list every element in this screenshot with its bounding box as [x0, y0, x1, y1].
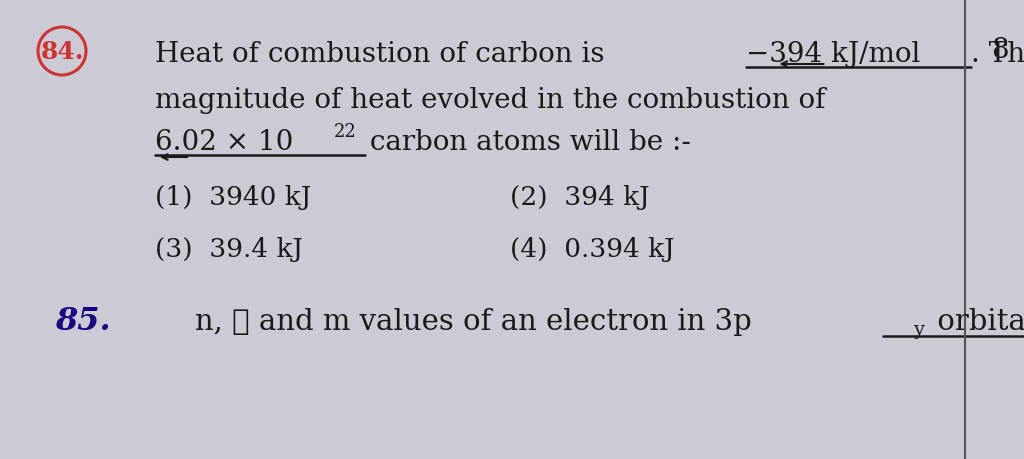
Text: (1)  3940 kJ: (1) 3940 kJ — [155, 185, 311, 210]
Text: orbital are :-: orbital are :- — [928, 308, 1024, 335]
Text: carbon atoms will be :-: carbon atoms will be :- — [360, 128, 691, 155]
Text: 85.: 85. — [55, 306, 111, 337]
Text: . The: . The — [972, 41, 1024, 68]
Text: carbon atoms will be :-: carbon atoms will be :- — [360, 128, 691, 155]
Text: Heat of combustion of carbon is: Heat of combustion of carbon is — [155, 41, 613, 68]
Text: 8: 8 — [991, 36, 1009, 63]
Text: 6.02 × 10: 6.02 × 10 — [155, 128, 293, 155]
Text: y: y — [913, 320, 925, 338]
Text: (2)  394 kJ: (2) 394 kJ — [510, 185, 649, 210]
Text: (4)  0.394 kJ: (4) 0.394 kJ — [510, 237, 675, 262]
Text: orbital are :-: orbital are :- — [928, 308, 1024, 335]
Text: Heat of combustion of carbon is: Heat of combustion of carbon is — [155, 41, 613, 68]
Text: 84.: 84. — [40, 40, 84, 64]
Text: 22: 22 — [334, 123, 356, 141]
Text: n, ℓ and m values of an electron in 3p: n, ℓ and m values of an electron in 3p — [195, 308, 752, 335]
Text: 22: 22 — [334, 123, 356, 141]
Text: y: y — [913, 320, 925, 338]
Text: −394 kJ/mol: −394 kJ/mol — [746, 41, 921, 68]
Text: magnitude of heat evolved in the combustion of: magnitude of heat evolved in the combust… — [155, 86, 825, 113]
Text: (3)  39.4 kJ: (3) 39.4 kJ — [155, 237, 303, 262]
